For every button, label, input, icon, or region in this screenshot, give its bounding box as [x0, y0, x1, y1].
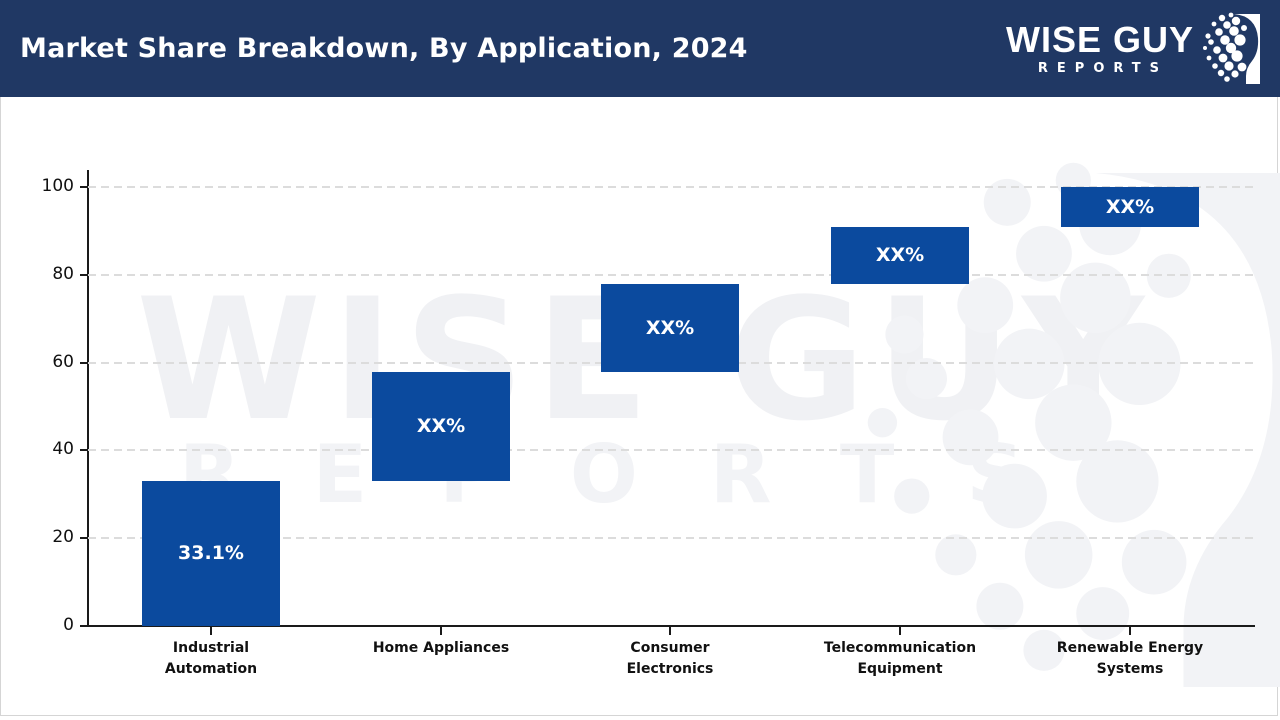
gridline-y40 [88, 449, 1255, 452]
x-tick-label-line: Consumer [630, 640, 710, 656]
x-tick-2 [669, 627, 671, 635]
y-tick-label-0: 0 [63, 615, 74, 635]
x-tick-label-line: Industrial [172, 640, 250, 656]
y-tick-0 [80, 625, 88, 627]
header-bar: Market Share Breakdown, By Application, … [0, 0, 1280, 97]
y-tick-80 [80, 273, 88, 276]
y-tick-label-60: 60 [52, 351, 74, 372]
bar-value-label: XX% [645, 316, 695, 339]
bar-value-label: XX% [416, 415, 466, 438]
x-tick-0 [210, 627, 212, 635]
bar-1: XX% [372, 371, 510, 481]
y-tick-label-40: 40 [52, 439, 74, 460]
x-tick-label-line: Electronics [626, 661, 714, 677]
bar-0: 33.1% [142, 480, 280, 626]
y-tick-40 [80, 449, 88, 452]
x-tick-label-line: Automation [164, 661, 258, 677]
logo-wordmark: WISE GUY [1005, 19, 1194, 60]
bar-4: XX% [1061, 187, 1199, 227]
x-tick-label-1: Home Appliances [331, 638, 551, 659]
x-tick-label-4: Renewable Energy Systems [1020, 638, 1240, 680]
x-tick-3 [899, 627, 901, 635]
y-tick-100 [80, 186, 88, 188]
x-tick-label-line: Renewable Energy [1056, 640, 1204, 656]
y-tick-20 [80, 537, 88, 540]
logo-subtitle: REPORTS [1037, 61, 1169, 76]
x-tick-label-0: Industrial Automation [101, 638, 321, 680]
gridline-y80 [88, 273, 1255, 276]
y-axis-line [87, 170, 89, 627]
x-tick-label-2: Consumer Electronics [560, 638, 780, 680]
y-tick-60 [80, 361, 88, 364]
x-tick-4 [1129, 627, 1131, 635]
x-tick-label-3: Telecommunication Equipment [790, 638, 1010, 680]
y-tick-label-80: 80 [52, 263, 74, 284]
logo-face-icon [1203, 12, 1260, 84]
logo-text: WISE GUY REPORTS [1005, 19, 1194, 76]
y-tick-label-100: 100 [41, 176, 74, 196]
bar-value-label: XX% [875, 244, 925, 267]
bar-value-label: XX% [1105, 195, 1155, 218]
gridline-y100 [88, 186, 1255, 188]
bar-value-label: 33.1% [178, 542, 244, 565]
watermark-text-reports: REPORTS [179, 428, 1097, 521]
bar-2: XX% [601, 284, 739, 372]
x-tick-label-line: Telecommunication [823, 640, 977, 656]
x-axis-line [87, 625, 1255, 627]
bar-3: XX% [831, 226, 969, 284]
x-tick-label-line: Systems [1096, 661, 1164, 677]
y-tick-label-20: 20 [52, 527, 74, 548]
gridline-y20 [88, 537, 1255, 540]
x-tick-label-line: Equipment [857, 661, 943, 677]
page-title: Market Share Breakdown, By Application, … [20, 33, 748, 64]
wise-guy-logo: WISE GUY REPORTS [1006, 12, 1262, 86]
x-tick-label-line: Home Appliances [372, 640, 510, 656]
x-tick-1 [440, 627, 442, 635]
